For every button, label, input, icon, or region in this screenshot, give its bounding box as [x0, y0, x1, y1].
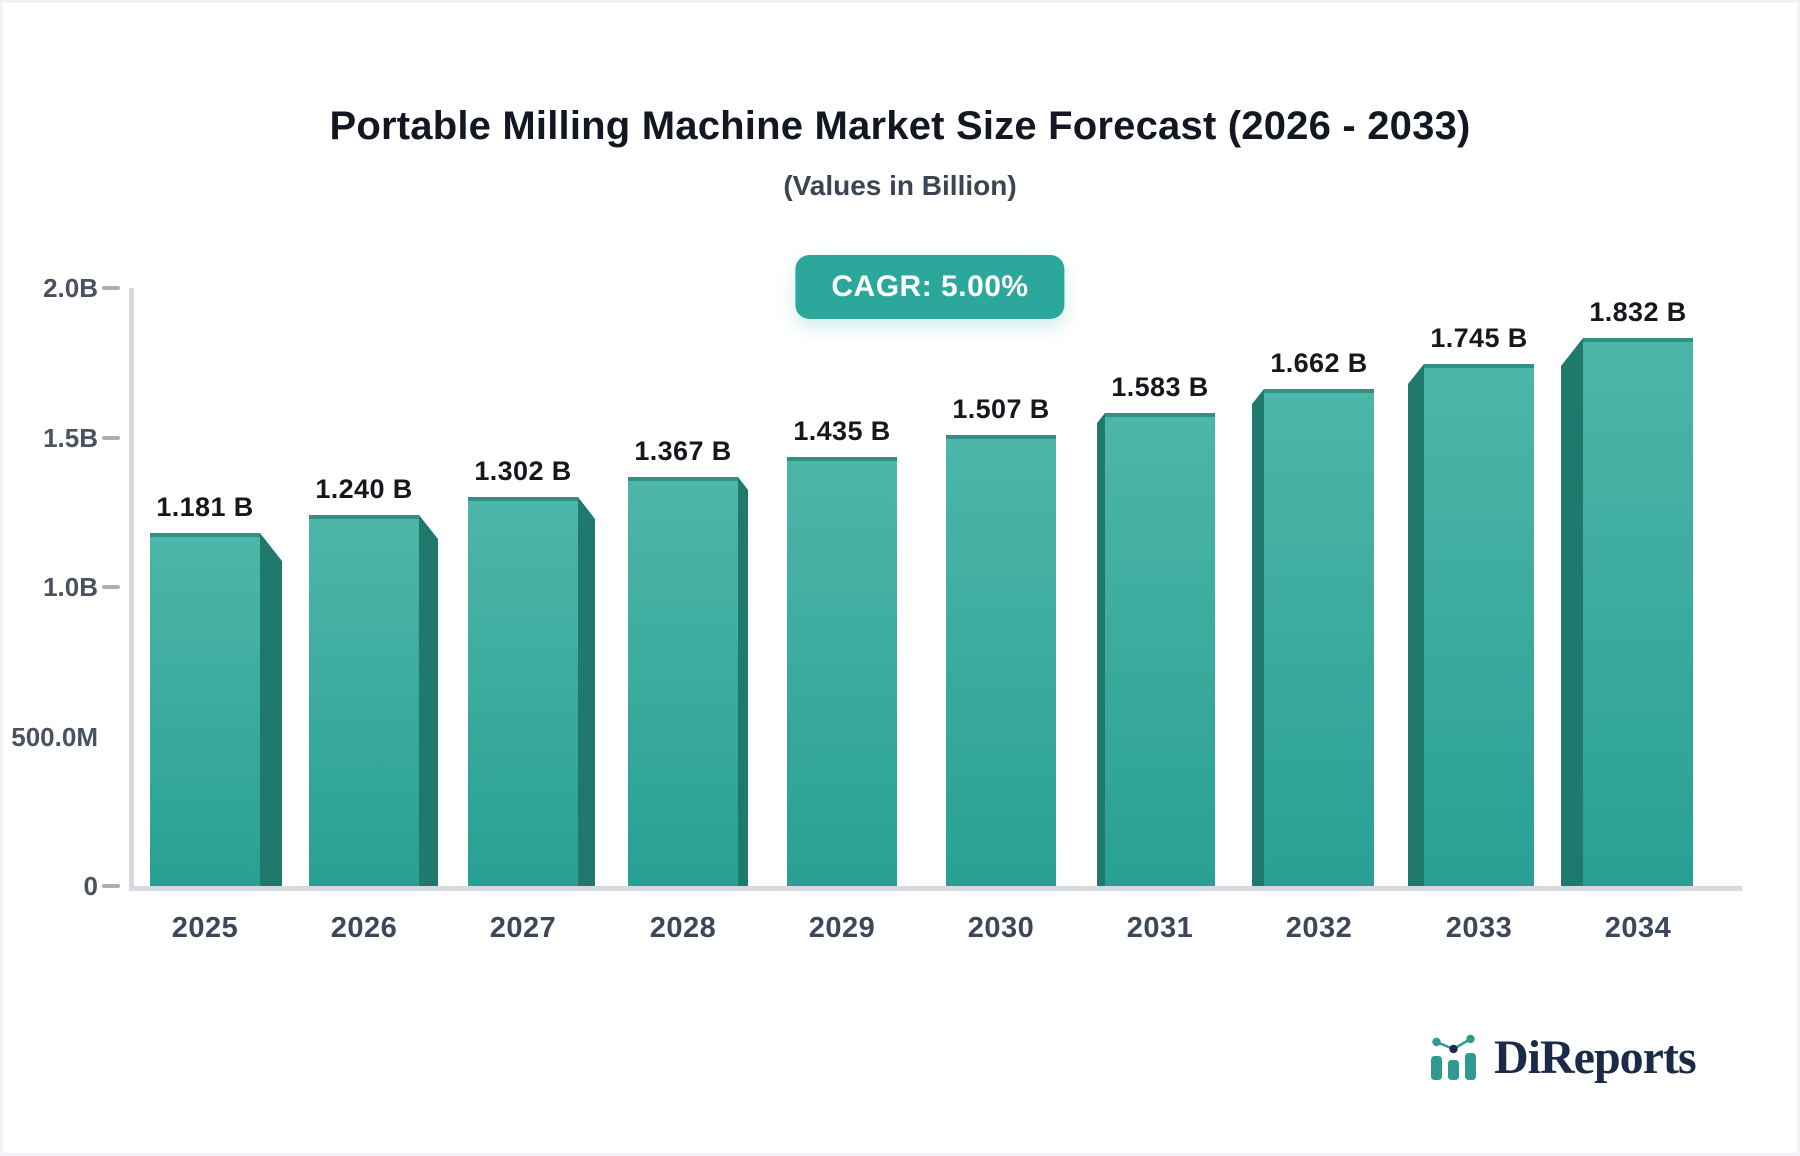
- bar-side-2026: [419, 515, 438, 886]
- bar-value-label: 1.240 B: [315, 474, 413, 504]
- bar-value-label: 1.832 B: [1589, 297, 1687, 327]
- x-tick-label: 2033: [1445, 912, 1513, 944]
- bar-side-2027: [578, 497, 595, 886]
- bar-side-2032: [1252, 389, 1264, 886]
- bar-side-2031: [1097, 413, 1105, 886]
- y-tick-label: 1.5B: [43, 422, 98, 453]
- bar-side-2028: [738, 477, 748, 886]
- bar-2031: [1105, 413, 1215, 886]
- x-tick-label: 2027: [489, 912, 557, 944]
- x-axis-line: [129, 886, 1742, 891]
- bar-side-2025: [260, 533, 282, 886]
- y-tick-dash: [102, 585, 120, 589]
- y-axis-line: [129, 288, 134, 891]
- direports-logo-icon: [1431, 1034, 1476, 1080]
- y-tick-dash: [102, 286, 120, 290]
- y-tick-label: 500.0M: [11, 721, 98, 752]
- y-tick-label: 2.0B: [43, 273, 98, 303]
- y-tick-label: 0: [83, 871, 98, 901]
- bar-2034: [1583, 338, 1693, 886]
- bar-value-label: 1.507 B: [952, 394, 1050, 424]
- bar-value-label: 1.662 B: [1270, 348, 1368, 378]
- chart-title: Portable Milling Machine Market Size For…: [329, 104, 1471, 148]
- bar-2032: [1264, 389, 1374, 886]
- bar-2027: [468, 497, 578, 886]
- bar-2033: [1424, 364, 1534, 886]
- bar-value-label: 1.583 B: [1111, 372, 1209, 402]
- bar-side-2033: [1408, 364, 1424, 886]
- chart-subtitle: (Values in Billion): [783, 170, 1017, 201]
- x-tick-label: 2034: [1604, 912, 1672, 944]
- bar-value-label: 1.435 B: [793, 416, 891, 446]
- bar-value-label: 1.302 B: [474, 456, 572, 486]
- x-tick-label: 2025: [171, 912, 239, 944]
- cagr-badge: CAGR: 5.00%: [795, 255, 1065, 319]
- x-tick-label: 2030: [967, 912, 1035, 944]
- bar-2026: [309, 515, 419, 886]
- direports-logo: DiReports: [1428, 1031, 1697, 1084]
- bar-2028: [628, 477, 738, 886]
- y-tick-dash: [102, 435, 120, 440]
- x-tick-label: 2031: [1126, 912, 1194, 944]
- bar-value-label: 1.745 B: [1430, 323, 1528, 353]
- direports-logo-text: DiReports: [1494, 1031, 1697, 1084]
- x-tick-label: 2028: [649, 912, 717, 944]
- bar-value-label: 1.367 B: [634, 436, 732, 466]
- y-tick-label: 1.0B: [43, 572, 98, 602]
- bar-2030: [946, 435, 1056, 886]
- y-tick-dash: [102, 884, 120, 888]
- bar-2029: [787, 457, 897, 886]
- x-tick-label: 2029: [808, 912, 876, 944]
- x-tick-label: 2032: [1285, 912, 1353, 944]
- bar-side-2034: [1561, 338, 1583, 886]
- bar-value-label: 1.181 B: [156, 492, 254, 522]
- bar-2025: [150, 533, 260, 886]
- x-tick-label: 2026: [330, 912, 398, 944]
